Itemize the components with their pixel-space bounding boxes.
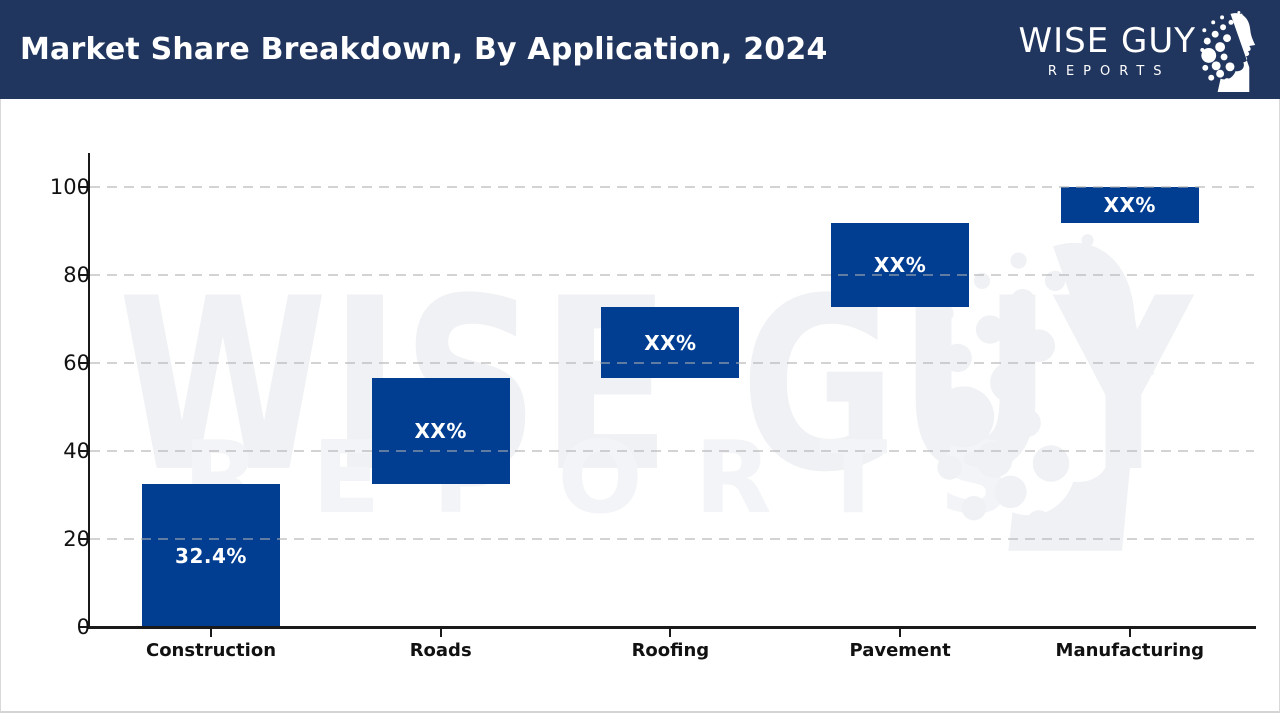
gridline-20 <box>90 538 1254 540</box>
y-tick-mark <box>80 538 88 540</box>
gridline-40 <box>90 450 1254 452</box>
watermark-subtitle: REPORTS <box>183 419 1064 536</box>
logo-subtitle: REPORTS <box>1047 64 1171 79</box>
y-tick-label: 100 <box>49 175 90 199</box>
y-tick-mark <box>80 626 88 628</box>
page-title: Market Share Breakdown, By Application, … <box>20 32 828 67</box>
wiseguy-logo: WISE GUY REPORTS <box>1018 8 1266 92</box>
y-axis-line <box>88 153 90 629</box>
bar-manufacturing: XX% <box>1060 187 1199 224</box>
x-tick-label-pavement: Pavement <box>849 640 951 661</box>
bar-value-label: XX% <box>414 419 467 444</box>
y-tick-label: 20 <box>63 527 90 551</box>
wiseguy-logo-text: WISE GUY REPORTS <box>1018 24 1196 79</box>
x-tick-label-roofing: Roofing <box>631 640 710 661</box>
x-tick-mark <box>669 629 672 637</box>
x-tick-label-manufacturing: Manufacturing <box>1055 640 1205 661</box>
wiseguy-face-icon <box>1200 10 1256 92</box>
y-tick-mark <box>80 450 88 452</box>
bar-value-label: 32.4% <box>175 543 247 568</box>
bar-value-label: XX% <box>1103 193 1156 218</box>
y-tick-mark <box>80 186 88 188</box>
gridline-60 <box>90 362 1254 364</box>
x-tick-label-construction: Construction <box>145 640 277 661</box>
logo-wordmark: WISE GUY <box>1018 21 1196 61</box>
bar-roads: XX% <box>371 378 510 485</box>
gridline-100 <box>90 186 1254 188</box>
x-tick-mark <box>899 629 902 637</box>
x-tick-mark <box>439 629 442 637</box>
y-tick-label: 40 <box>63 439 90 463</box>
x-tick-mark <box>1128 629 1131 637</box>
header-bar: Market Share Breakdown, By Application, … <box>0 0 1280 99</box>
bar-value-label: XX% <box>873 253 927 278</box>
x-tick-mark <box>210 629 212 637</box>
bar-pavement: XX% <box>831 223 970 308</box>
bar-roofing: XX% <box>601 307 740 379</box>
gridline-80 <box>90 274 1254 276</box>
x-axis-line <box>88 626 1256 629</box>
y-tick-label: 60 <box>63 351 90 375</box>
y-tick-mark <box>80 274 88 276</box>
x-tick-label-roads: Roads <box>409 640 472 661</box>
y-tick-label: 80 <box>63 263 90 287</box>
y-tick-mark <box>80 362 88 364</box>
bar-value-label: XX% <box>644 330 697 355</box>
y-tick-label: 0 <box>76 615 90 639</box>
bar-construction: 32.4% <box>142 484 280 627</box>
